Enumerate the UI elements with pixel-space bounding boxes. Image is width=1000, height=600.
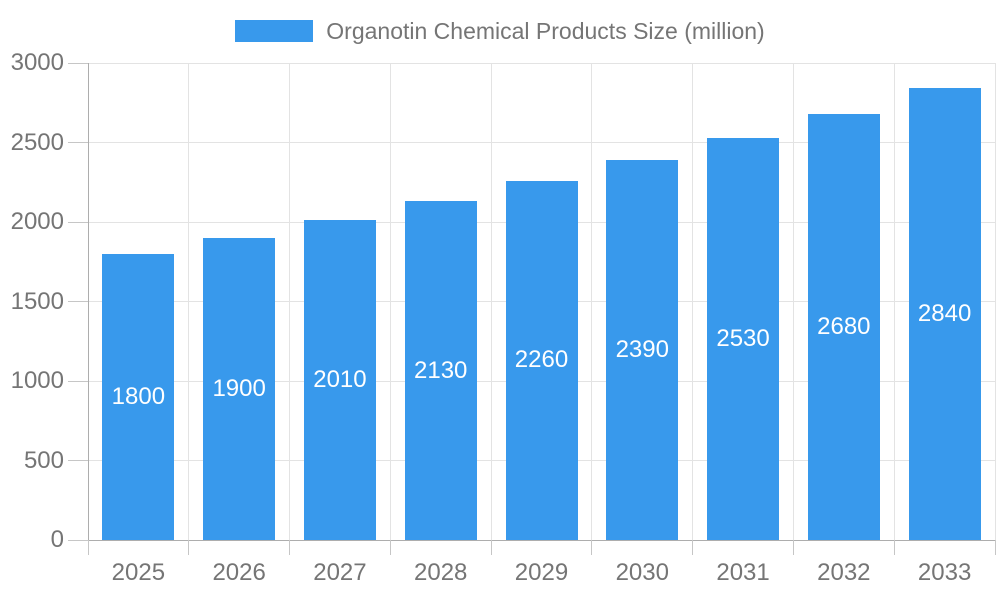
v-gridline xyxy=(490,63,492,540)
x-tick-label: 2031 xyxy=(716,559,770,586)
x-axis-line xyxy=(88,540,995,541)
bar xyxy=(203,237,276,540)
y-tick-mark xyxy=(68,142,88,143)
bar xyxy=(908,88,981,540)
bar-value-label: 2130 xyxy=(414,356,468,384)
y-tick-label: 1000 xyxy=(10,367,64,394)
y-tick-label: 0 xyxy=(50,526,64,553)
x-tick-mark xyxy=(87,540,89,555)
x-tick-label: 2027 xyxy=(313,559,367,586)
bar xyxy=(505,180,578,540)
x-tick-label: 2029 xyxy=(514,559,569,586)
y-tick-mark xyxy=(68,460,88,461)
v-gridline xyxy=(792,63,794,540)
bar-value-label: 1900 xyxy=(212,374,266,402)
v-gridline xyxy=(389,63,391,540)
y-tick-label: 500 xyxy=(23,446,64,474)
x-tick-mark xyxy=(188,540,190,555)
h-gridline xyxy=(88,142,995,143)
x-tick-label: 2025 xyxy=(111,559,166,586)
bar xyxy=(707,137,780,540)
v-gridline xyxy=(994,63,996,540)
x-tick-mark xyxy=(893,540,895,555)
y-tick-mark xyxy=(68,380,88,382)
chart-legend: Organotin Chemical Products Size (millio… xyxy=(0,15,1000,47)
x-tick-label: 2026 xyxy=(212,559,266,586)
bar xyxy=(102,253,175,540)
x-tick-mark xyxy=(389,540,391,555)
h-gridline xyxy=(88,62,995,64)
legend-swatch xyxy=(235,20,314,42)
y-tick-mark xyxy=(68,301,88,302)
bar-value-label: 2010 xyxy=(313,366,367,394)
y-tick-label: 2500 xyxy=(10,128,64,156)
y-axis-line xyxy=(88,63,89,540)
x-tick-mark xyxy=(994,540,996,555)
y-tick-mark xyxy=(68,539,88,541)
legend-label: Organotin Chemical Products Size (millio… xyxy=(326,17,765,44)
v-gridline xyxy=(188,63,190,540)
bar-value-label: 2530 xyxy=(716,324,770,352)
v-gridline xyxy=(289,63,291,540)
plot-area: 1800 1900 2010 2130 2260 2390 2530 2680 2840 xyxy=(88,62,996,540)
bar xyxy=(606,160,679,540)
x-tick-label: 2030 xyxy=(615,559,669,586)
x-tick-mark xyxy=(692,540,694,555)
x-tick-mark xyxy=(490,540,492,555)
x-tick-label: 2033 xyxy=(917,559,972,586)
v-gridline xyxy=(591,63,593,540)
bar-value-label: 1800 xyxy=(111,382,166,410)
bar-value-label: 2260 xyxy=(514,346,569,374)
v-gridline xyxy=(692,63,694,540)
x-tick-mark xyxy=(792,540,794,555)
bar xyxy=(807,113,880,540)
x-tick-label: 2028 xyxy=(414,559,468,586)
y-tick-mark xyxy=(68,62,88,64)
y-tick-label: 3000 xyxy=(10,49,64,76)
y-tick-mark xyxy=(68,221,88,223)
bar-value-label: 2680 xyxy=(817,312,871,340)
y-tick-label: 1500 xyxy=(10,287,64,315)
x-tick-mark xyxy=(591,540,593,555)
v-gridline xyxy=(893,63,895,540)
bar-value-label: 2840 xyxy=(917,300,972,328)
bar-value-label: 2390 xyxy=(615,335,669,363)
x-tick-label: 2032 xyxy=(817,559,871,586)
y-tick-label: 2000 xyxy=(10,208,64,235)
bar xyxy=(303,220,376,540)
x-tick-mark xyxy=(289,540,291,555)
bar xyxy=(404,201,477,540)
